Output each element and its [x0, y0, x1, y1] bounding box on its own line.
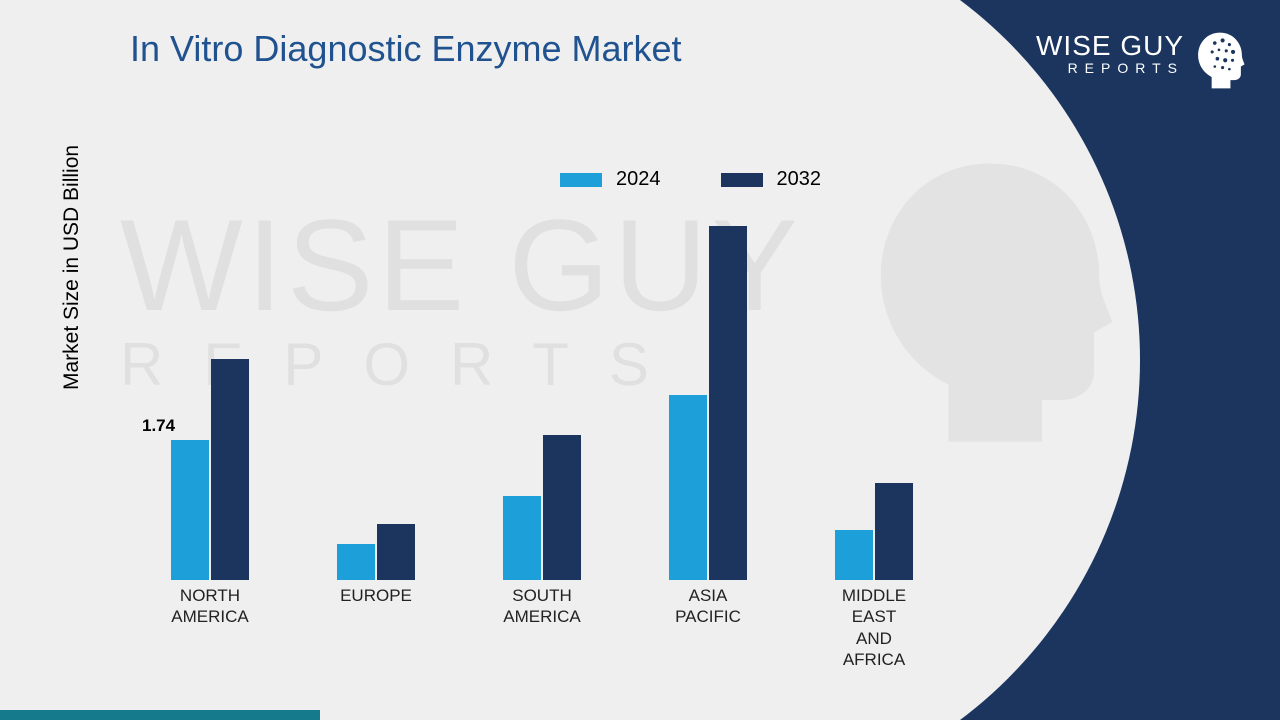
- bar: [669, 395, 707, 580]
- bar-group: [814, 483, 934, 580]
- x-axis-label: SOUTHAMERICA: [482, 585, 602, 628]
- bar: [709, 226, 747, 580]
- bar: [543, 435, 581, 580]
- bar: [377, 524, 415, 580]
- brand-logo: WISE GUY REPORTS: [1036, 30, 1250, 95]
- bar: [171, 440, 209, 580]
- chart-title: In Vitro Diagnostic Enzyme Market: [130, 28, 682, 70]
- canvas: WISE GUY REPORTS In Vitro Diagnostic Enz…: [0, 0, 1280, 720]
- bar-group: [316, 524, 436, 580]
- bar: [875, 483, 913, 580]
- x-axis-label: NORTHAMERICA: [150, 585, 270, 628]
- bar: [503, 496, 541, 580]
- data-label: 1.74: [142, 416, 175, 436]
- bar-group: [648, 226, 768, 580]
- y-axis-label: Market Size in USD Billion: [60, 145, 84, 390]
- bar: [835, 530, 873, 580]
- bottom-accent-bar: [0, 710, 320, 720]
- x-axis-label: EUROPE: [316, 585, 436, 606]
- x-axis-label: MIDDLEEASTANDAFRICA: [814, 585, 934, 670]
- chart-area: Market Size in USD Billion 1.74 NORTHAME…: [100, 150, 1000, 710]
- bar: [211, 359, 249, 580]
- brand-logo-line1: WISE GUY: [1036, 30, 1184, 62]
- brand-logo-text: WISE GUY REPORTS: [1036, 30, 1184, 76]
- brand-logo-line2: REPORTS: [1068, 60, 1184, 76]
- plot-area: 1.74: [140, 210, 980, 580]
- x-axis-label: ASIAPACIFIC: [648, 585, 768, 628]
- bar-group: [482, 435, 602, 580]
- bar-group: [150, 359, 270, 580]
- bar: [337, 544, 375, 580]
- brand-logo-head-icon: [1190, 30, 1250, 95]
